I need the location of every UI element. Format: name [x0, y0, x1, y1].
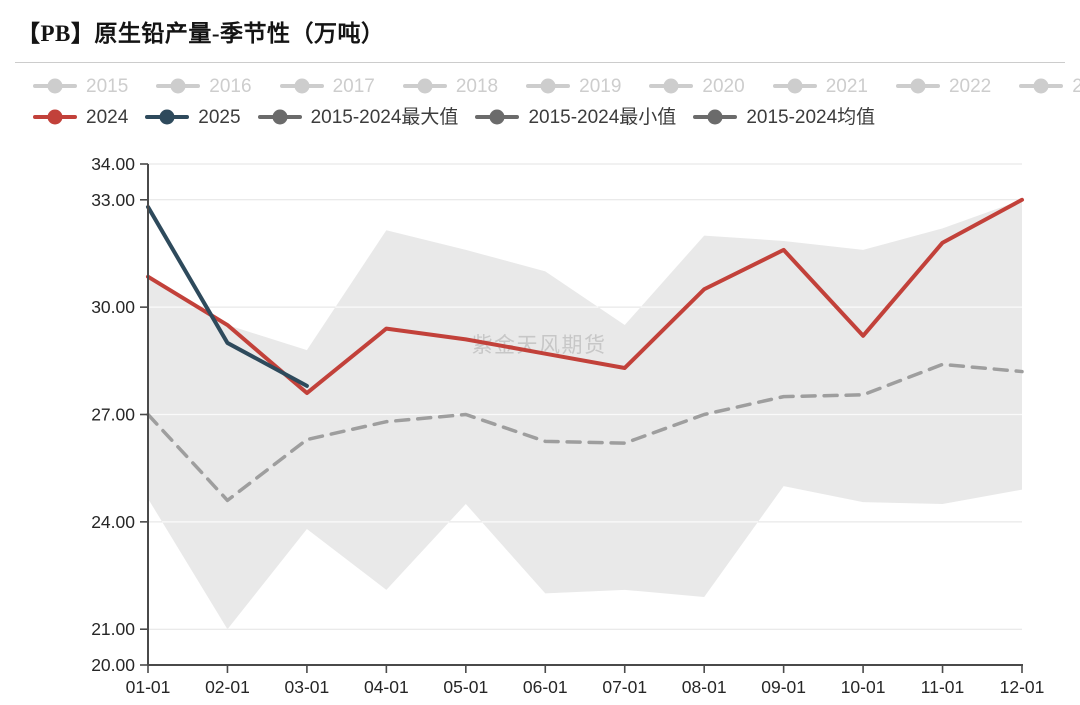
x-tick-label: 01-01	[126, 677, 171, 697]
x-tick-label: 06-01	[523, 677, 568, 697]
legend-row-active: 2024 2025 2015-2024最大值 2015-2024最小值 2015-202…	[33, 103, 1064, 131]
x-tick-label: 09-01	[761, 677, 806, 697]
chart-title: 【PB】原生铅产量-季节性（万吨）	[17, 21, 385, 46]
series-line-2015-2024均值	[146, 362, 1024, 503]
series-line-2024	[146, 197, 1024, 396]
legend-line-dot-icon	[772, 78, 817, 94]
legend-item-2020[interactable]: 2020	[649, 75, 745, 97]
x-tick-label: 10-01	[841, 677, 886, 697]
title-divider	[15, 62, 1065, 63]
legend-label: 2020	[702, 75, 745, 97]
legend-dot-icon	[540, 78, 556, 94]
x-tick-label: 03-01	[285, 677, 330, 697]
legend-row-muted: 2015 2016 2017 2018 2019 2020 2021 2022 2023	[33, 72, 1080, 100]
x-tick-label: 11-01	[921, 677, 964, 697]
legend-dot-icon	[47, 109, 63, 125]
legend-label: 2025	[198, 106, 241, 128]
legend-label: 2015-2024最小值	[528, 106, 677, 128]
x-axis: 01-01 02-01 03-01 04-01 05-01 06-01 07-01 08-01…	[126, 665, 1045, 697]
x-tick-label: 02-01	[205, 677, 250, 697]
legend-dot-icon	[159, 109, 175, 125]
legend-item-2025[interactable]: 2025	[145, 106, 241, 128]
legend-item-2023[interactable]: 2023	[1019, 77, 1080, 96]
x-tick-label: 04-01	[364, 677, 409, 697]
x-tick-label: 12-01	[1000, 677, 1045, 697]
legend-dot-icon	[1033, 78, 1049, 94]
legend-line-dot-icon	[145, 109, 190, 125]
y-tick-label: 27.00	[91, 405, 135, 425]
legend-line-dot-icon	[475, 109, 520, 125]
legend-label: 2022	[948, 75, 992, 97]
legend-dot-icon	[707, 109, 723, 125]
legend-item-2015[interactable]: 2015	[33, 77, 128, 96]
legend-label: 2024	[86, 106, 129, 128]
legend-item-2015-2024最大值[interactable]: 2015-2024最大值	[257, 106, 459, 128]
legend-label: 2015	[86, 75, 129, 97]
legend-line-dot-icon	[402, 78, 447, 94]
legend-dot-icon	[47, 78, 63, 94]
y-tick-label: 30.00	[91, 297, 135, 317]
legend-line-dot-icon	[693, 109, 738, 125]
legend-label: 2023	[1072, 75, 1080, 97]
legend-line-dot-icon	[649, 78, 694, 94]
legend-label: 2016	[209, 75, 252, 97]
y-axis: 20.00 21.00 24.00 27.00 30.00 33.00 34.00	[91, 154, 148, 675]
legend-dot-icon	[910, 78, 926, 94]
legend-dot-icon	[663, 78, 679, 94]
legend-label: 2021	[825, 75, 868, 97]
y-tick-label: 33.00	[91, 190, 135, 210]
legend-line-dot-icon	[1019, 78, 1064, 94]
watermark: 紫金天风期货	[472, 334, 607, 357]
y-tick-label: 24.00	[91, 512, 135, 532]
legend-item-2015-2024均值[interactable]: 2015-2024均值	[693, 108, 875, 127]
legend-item-2016[interactable]: 2016	[156, 75, 252, 97]
legend-line-dot-icon	[257, 109, 302, 125]
y-tick-label: 20.00	[91, 655, 135, 675]
legend-label: 2015-2024最大值	[310, 106, 459, 128]
legend-line-dot-icon	[33, 78, 77, 94]
legend-line-dot-icon	[33, 109, 77, 125]
legend-item-2017[interactable]: 2017	[279, 75, 375, 97]
x-tick-label: 08-01	[682, 677, 727, 697]
y-tick-label: 21.00	[91, 619, 135, 639]
legend-line-dot-icon	[156, 78, 201, 94]
y-tick-label: 34.00	[91, 154, 135, 174]
x-tick-label: 07-01	[602, 677, 647, 697]
legend-label: 2017	[332, 75, 375, 97]
legend-item-2018[interactable]: 2018	[402, 75, 499, 97]
legend-item-2015-2024最小值[interactable]: 2015-2024最小值	[475, 108, 676, 127]
legend-line-dot-icon	[279, 78, 324, 94]
legend-label: 2019	[579, 75, 622, 97]
legend: 2015 2016 2017 2018 2019 2020 2021 2022 2023 2024…	[33, 72, 1080, 131]
series-line-2025	[146, 204, 309, 388]
legend-dot-icon	[294, 78, 310, 94]
legend-line-dot-icon	[526, 78, 571, 94]
legend-dot-icon	[489, 109, 505, 125]
legend-item-2019[interactable]: 2019	[526, 77, 621, 96]
legend-item-2021[interactable]: 2021	[772, 75, 868, 97]
legend-dot-icon	[787, 78, 803, 94]
legend-dot-icon	[170, 78, 186, 94]
legend-item-2024[interactable]: 2024	[33, 108, 128, 127]
x-tick-label: 05-01	[443, 677, 488, 697]
legend-line-dot-icon	[895, 78, 940, 94]
legend-item-2022[interactable]: 2022	[895, 75, 992, 97]
legend-label: 2018	[455, 75, 499, 97]
legend-label: 2015-2024均值	[746, 106, 876, 128]
legend-dot-icon	[417, 78, 433, 94]
legend-dot-icon	[272, 109, 288, 125]
